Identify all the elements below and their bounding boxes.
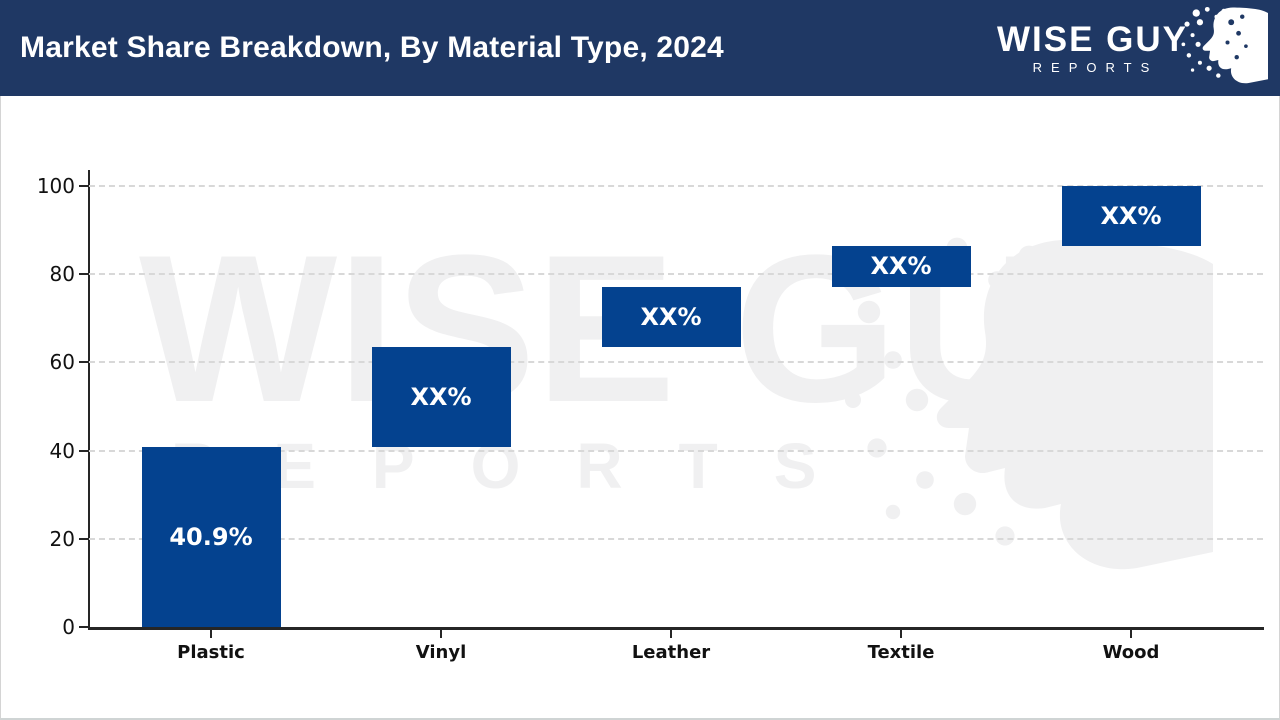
x-axis-label: Leather <box>631 642 711 663</box>
x-axis-tick <box>1130 630 1132 638</box>
gridline <box>89 449 1263 452</box>
gridline <box>89 185 1263 187</box>
y-axis-tick <box>79 626 88 628</box>
bar-textile: XX% <box>831 245 971 287</box>
y-axis-tick <box>79 273 88 276</box>
bar-value-label: 40.9% <box>169 522 253 551</box>
y-axis-tick <box>79 449 88 452</box>
y-tick-label: 100 <box>36 174 75 198</box>
bar-wood: XX% <box>1061 186 1201 246</box>
logo-wordmark: WISE GUY <box>996 20 1188 59</box>
y-tick-label: 80 <box>49 262 75 287</box>
bar-value-label: XX% <box>640 302 702 331</box>
y-axis-tick <box>79 185 88 187</box>
y-axis-tick <box>79 361 88 364</box>
x-axis-label: Textile <box>867 642 935 663</box>
x-axis-label: Plastic <box>177 642 245 663</box>
gridline <box>89 361 1263 364</box>
bar-value-label: XX% <box>870 252 932 281</box>
gridline <box>89 273 1263 276</box>
bar-value-label: XX% <box>410 382 472 411</box>
bar-leather: XX% <box>601 286 741 347</box>
logo-subtitle: REPORTS <box>1032 60 1159 75</box>
x-axis-tick <box>670 630 672 638</box>
x-axis-label: Wood <box>1102 642 1160 663</box>
y-tick-label: 60 <box>49 350 75 375</box>
gridline <box>89 537 1263 540</box>
bar-value-label: XX% <box>1100 201 1162 230</box>
y-tick-label: 40 <box>49 438 75 463</box>
wiseguy-logo: WISE GUY REPORTS <box>997 2 1270 94</box>
bar-plastic: 40.9% <box>141 446 281 627</box>
x-axis-tick <box>440 630 442 638</box>
y-axis-line <box>88 170 90 629</box>
bar-vinyl: XX% <box>371 346 511 447</box>
header-bar: Market Share Breakdown, By Material Type… <box>0 0 1280 96</box>
x-axis-label: Vinyl <box>415 642 467 663</box>
plot-area: 0 20 40 60 80 100 40.9% Plastic XX% Vinyl XX% Leath… <box>1 96 1279 718</box>
x-axis-tick <box>900 630 902 638</box>
x-axis-tick <box>210 630 212 638</box>
logo-face-icon <box>1181 6 1268 84</box>
chart-canvas: WISE GUY REPORTS 0 20 40 60 80 100 40.9% Plasti… <box>0 96 1280 720</box>
y-tick-label: 20 <box>49 526 75 551</box>
x-axis-line <box>88 627 1264 630</box>
y-axis-tick <box>79 537 88 540</box>
logo-text: WISE GUY REPORTS <box>997 22 1188 74</box>
y-tick-label: 0 <box>62 615 75 639</box>
chart-title: Market Share Breakdown, By Material Type… <box>20 31 724 64</box>
